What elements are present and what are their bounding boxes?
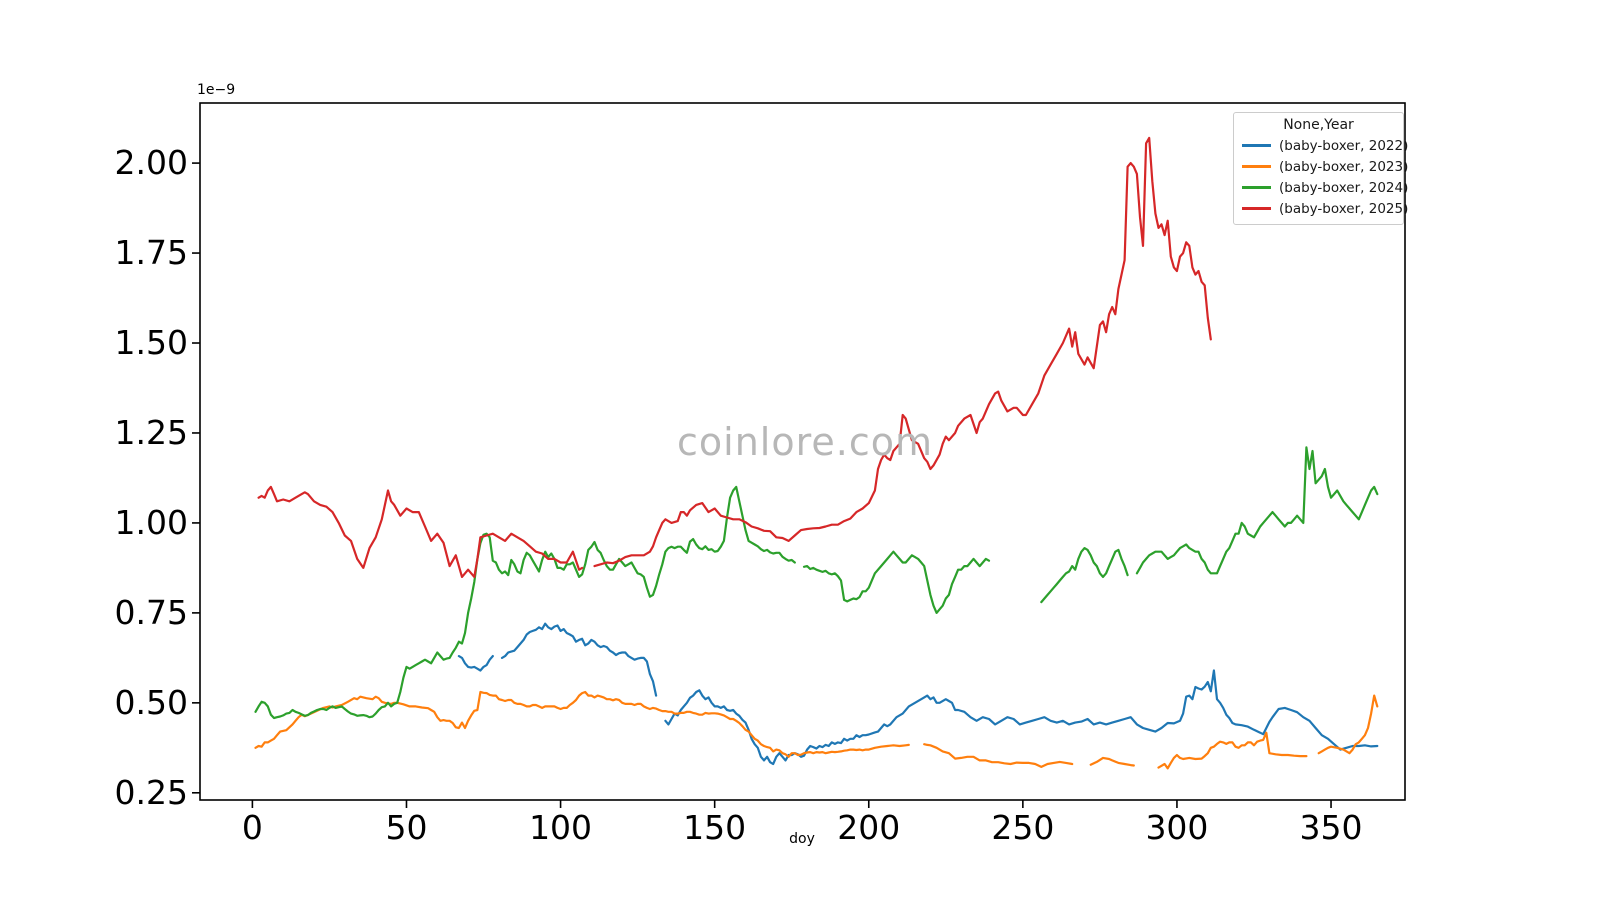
legend-title: None,Year — [1283, 117, 1354, 133]
x-tick-label: 250 — [991, 808, 1055, 847]
legend-line-swatch — [1242, 207, 1271, 210]
y-tick-label: 1.50 — [114, 323, 188, 362]
series-line-2023 — [254, 690, 1379, 770]
y-tick-label: 0.25 — [114, 772, 188, 812]
legend-line-swatch — [1242, 165, 1271, 168]
y-axis-offset-label: 1e−9 — [197, 82, 236, 98]
y-tick-label: 0.75 — [114, 592, 188, 632]
legend-line-swatch — [1242, 186, 1271, 189]
y-tick-label: 1.00 — [114, 502, 188, 542]
legend-entry: (baby-boxer, 2023) — [1242, 156, 1408, 177]
x-tick-label: 50 — [385, 808, 428, 847]
legend-label: (baby-boxer, 2025) — [1279, 200, 1409, 217]
legend-entries: (baby-boxer, 2022) (baby-boxer, 2023) (bab… — [1242, 135, 1408, 219]
x-tick-label: 150 — [683, 808, 747, 847]
tick-marks — [192, 162, 1332, 808]
series-line-2022 — [457, 622, 1379, 766]
series-line-2025 — [257, 136, 1212, 578]
x-tick-label: 200 — [837, 808, 901, 847]
y-tick-label: 1.75 — [114, 233, 188, 273]
legend-label: (baby-boxer, 2022) — [1279, 137, 1409, 154]
watermark: coinlore.com — [677, 420, 933, 464]
series-line-2024 — [254, 446, 1379, 720]
y-tick-label: 2.00 — [114, 143, 188, 183]
x-tick-label: 100 — [529, 808, 593, 847]
series-lines — [254, 136, 1379, 770]
y-tick-label: 0.50 — [114, 682, 188, 722]
x-axis-label: doy — [789, 831, 815, 847]
y-tick-label: 1.25 — [114, 412, 188, 452]
legend-label: (baby-boxer, 2024) — [1279, 179, 1409, 196]
legend-entry: (baby-boxer, 2024) — [1242, 177, 1408, 198]
x-tick-label: 300 — [1145, 808, 1209, 847]
legend-label: (baby-boxer, 2023) — [1279, 158, 1409, 175]
axes-frame — [199, 102, 1406, 801]
x-tick-label: 0 — [241, 808, 263, 847]
x-tick-label: 350 — [1299, 808, 1363, 847]
legend-line-swatch — [1242, 144, 1271, 147]
legend-entry: (baby-boxer, 2022) — [1242, 135, 1408, 156]
legend: None,Year (baby-boxer, 2022) (baby-boxer,… — [1233, 112, 1408, 225]
legend-entry: (baby-boxer, 2025) — [1242, 198, 1408, 219]
